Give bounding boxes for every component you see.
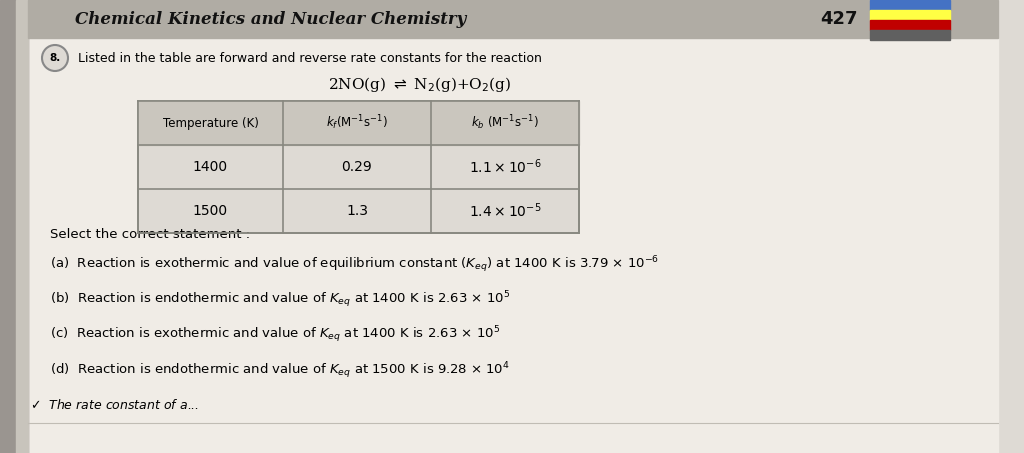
- Text: 8.: 8.: [49, 53, 60, 63]
- Text: $k_b$ (M$^{-1}$s$^{-1}$): $k_b$ (M$^{-1}$s$^{-1}$): [471, 114, 539, 132]
- Text: (b)  Reaction is endothermic and value of $K_{eq}$ at 1400 K is 2.63 $\times$ 10: (b) Reaction is endothermic and value of…: [50, 290, 510, 310]
- Bar: [138, 101, 579, 145]
- Text: (d)  Reaction is endothermic and value of $K_{eq}$ at 1500 K is 9.28 $\times$ 10: (d) Reaction is endothermic and value of…: [50, 361, 510, 381]
- Bar: [870, 20, 950, 30]
- Bar: [870, 30, 950, 40]
- Text: 0.29: 0.29: [342, 160, 373, 174]
- Text: $k_f$(M$^{-1}$s$^{-1}$): $k_f$(M$^{-1}$s$^{-1}$): [327, 114, 388, 132]
- Text: 1400: 1400: [193, 160, 228, 174]
- Bar: [28, 0, 998, 38]
- Circle shape: [42, 45, 68, 71]
- Bar: [870, 0, 950, 10]
- Text: 1.3: 1.3: [346, 204, 368, 218]
- Text: 2NO(g) $\rightleftharpoons$ N$_2$(g)+O$_2$(g): 2NO(g) $\rightleftharpoons$ N$_2$(g)+O$_…: [329, 76, 512, 95]
- Text: (a)  Reaction is exothermic and value of equilibrium constant ($K_{eq}$) at 1400: (a) Reaction is exothermic and value of …: [50, 255, 659, 275]
- Text: $\checkmark$  The rate constant of a...: $\checkmark$ The rate constant of a...: [30, 398, 200, 412]
- Text: $1.1\times10^{-6}$: $1.1\times10^{-6}$: [469, 158, 542, 176]
- Text: Select the correct statement :: Select the correct statement :: [50, 228, 250, 241]
- Text: $1.4\times10^{-5}$: $1.4\times10^{-5}$: [469, 202, 542, 220]
- Text: 1500: 1500: [193, 204, 228, 218]
- Text: Listed in the table are forward and reverse rate constants for the reaction: Listed in the table are forward and reve…: [78, 52, 542, 64]
- Text: Temperature (K): Temperature (K): [163, 116, 258, 130]
- Text: 427: 427: [820, 10, 857, 28]
- Text: Chemical Kinetics and Nuclear Chemistry: Chemical Kinetics and Nuclear Chemistry: [75, 10, 466, 28]
- Bar: [138, 101, 579, 233]
- Bar: [0, 0, 28, 453]
- Bar: [870, 10, 950, 20]
- Bar: [16, 0, 28, 453]
- Text: (c)  Reaction is exothermic and value of $K_{eq}$ at 1400 K is 2.63 $\times$ 10$: (c) Reaction is exothermic and value of …: [50, 325, 500, 345]
